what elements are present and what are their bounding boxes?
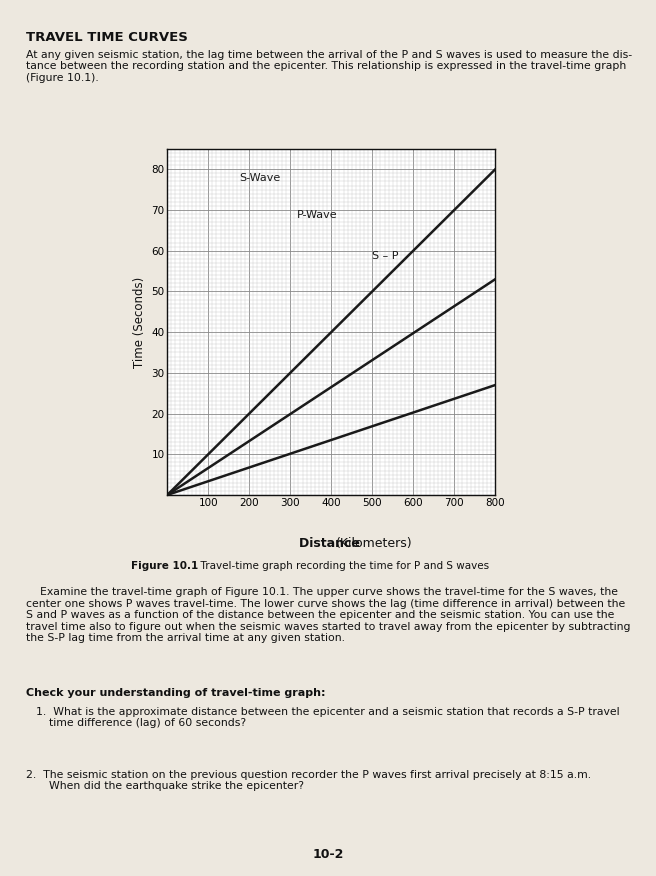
Y-axis label: Time (Seconds): Time (Seconds) bbox=[133, 276, 146, 368]
Text: S-Wave: S-Wave bbox=[239, 173, 280, 183]
Text: 2.  The seismic station on the previous question recorder the P waves first arri: 2. The seismic station on the previous q… bbox=[26, 770, 591, 780]
Text: Examine the travel-time graph of Figure 10.1. The upper curve shows the travel-t: Examine the travel-time graph of Figure … bbox=[26, 587, 630, 643]
Text: 1.  What is the approximate distance between the epicenter and a seismic station: 1. What is the approximate distance betw… bbox=[36, 707, 620, 717]
Text: (Figure 10.1).: (Figure 10.1). bbox=[26, 73, 99, 82]
Text: TRAVEL TIME CURVES: TRAVEL TIME CURVES bbox=[26, 31, 188, 44]
Text: Travel-time graph recording the time for P and S waves: Travel-time graph recording the time for… bbox=[194, 561, 489, 570]
Text: 10-2: 10-2 bbox=[312, 848, 344, 860]
Text: When did the earthquake strike the epicenter?: When did the earthquake strike the epice… bbox=[49, 781, 304, 791]
Text: P-Wave: P-Wave bbox=[297, 210, 337, 220]
Text: Check your understanding of travel-time graph:: Check your understanding of travel-time … bbox=[26, 688, 326, 697]
Text: time difference (lag) of 60 seconds?: time difference (lag) of 60 seconds? bbox=[49, 718, 246, 728]
Text: tance between the recording station and the epicenter. This relationship is expr: tance between the recording station and … bbox=[26, 61, 626, 71]
Text: Figure 10.1: Figure 10.1 bbox=[131, 561, 199, 570]
Text: At any given seismic station, the lag time between the arrival of the P and S wa: At any given seismic station, the lag ti… bbox=[26, 50, 632, 60]
Text: S – P: S – P bbox=[373, 251, 399, 261]
Text: (Kilometers): (Kilometers) bbox=[336, 537, 412, 549]
Text: Distance: Distance bbox=[298, 537, 364, 549]
